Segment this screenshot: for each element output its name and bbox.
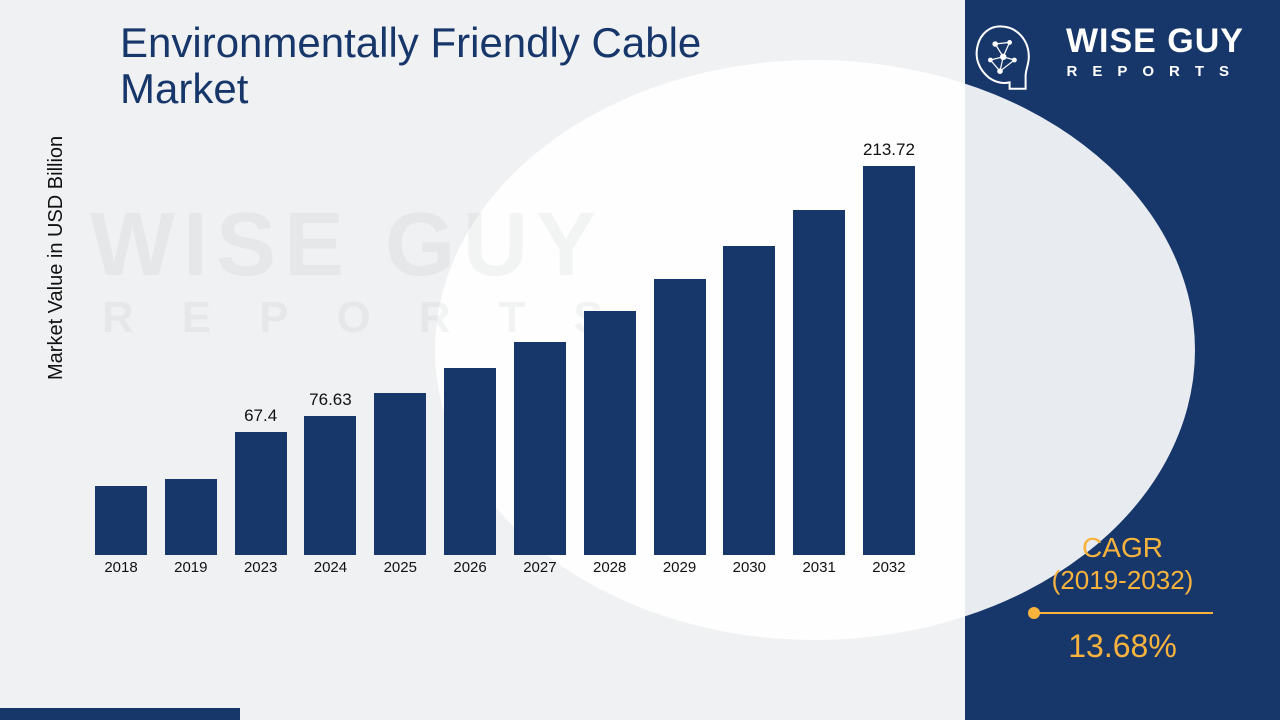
bar-wrap [165,473,217,555]
bottom-accent-strip [0,708,240,720]
page-title: Environmentally Friendly Cable Market [120,20,760,112]
bar-wrap [444,362,496,555]
bar-wrap: 67.4 [235,406,287,555]
cagr-divider [1033,612,1213,614]
cagr-value: 13.68% [1005,628,1240,665]
x-axis-label: 2030 [723,559,775,581]
bar [165,479,217,555]
bar [654,279,706,555]
x-labels-container: 2018 2019 2023 2024 2025 2026 2027 2028 2029 2030… [95,559,915,581]
x-axis-label: 2019 [165,559,217,581]
bar [863,166,915,555]
logo-main: WISE GUY [1066,22,1244,60]
bar [584,311,636,555]
bar-wrap [793,204,845,555]
x-axis-label: 2027 [514,559,566,581]
bar-wrap [654,273,706,555]
bar [95,486,147,555]
brand-logo: WISE GUY REPORTS [1066,22,1244,80]
bar-chart: 67.476.63213.72 201820192023202420252026… [95,155,915,585]
x-axis-label: 2018 [95,559,147,581]
x-axis-label: 2024 [304,559,356,581]
x-axis-label: 2026 [444,559,496,581]
bar-wrap [374,387,426,555]
x-axis-label: 2032 [863,559,915,581]
bar-value-label: 67.4 [244,406,277,426]
bar-wrap: 213.72 [863,140,915,555]
bar [374,393,426,555]
bar [304,416,356,555]
bar [793,210,845,555]
bar-wrap: 76.63 [304,390,356,555]
y-axis-label: Market Value in USD Billion [45,136,68,380]
bar [235,432,287,555]
cagr-box: CAGR (2019-2032) 13.68% [1005,531,1240,665]
bar-value-label: 76.63 [309,390,352,410]
cagr-title: CAGR [1005,531,1240,565]
x-axis-label: 2029 [654,559,706,581]
x-axis-label: 2031 [793,559,845,581]
bar-wrap [723,240,775,555]
x-axis-label: 2023 [235,559,287,581]
x-axis-label: 2028 [584,559,636,581]
bars-container: 67.476.63213.72 [95,155,915,555]
bar [444,368,496,555]
bar [514,342,566,555]
bar-wrap [514,336,566,555]
bar [723,246,775,555]
x-axis-label: 2025 [374,559,426,581]
logo-head-icon [960,20,1040,100]
bar-wrap [584,305,636,555]
bar-wrap [95,480,147,555]
bar-value-label: 213.72 [863,140,915,160]
cagr-range: (2019-2032) [1005,565,1240,596]
logo-sub: REPORTS [1066,63,1244,80]
